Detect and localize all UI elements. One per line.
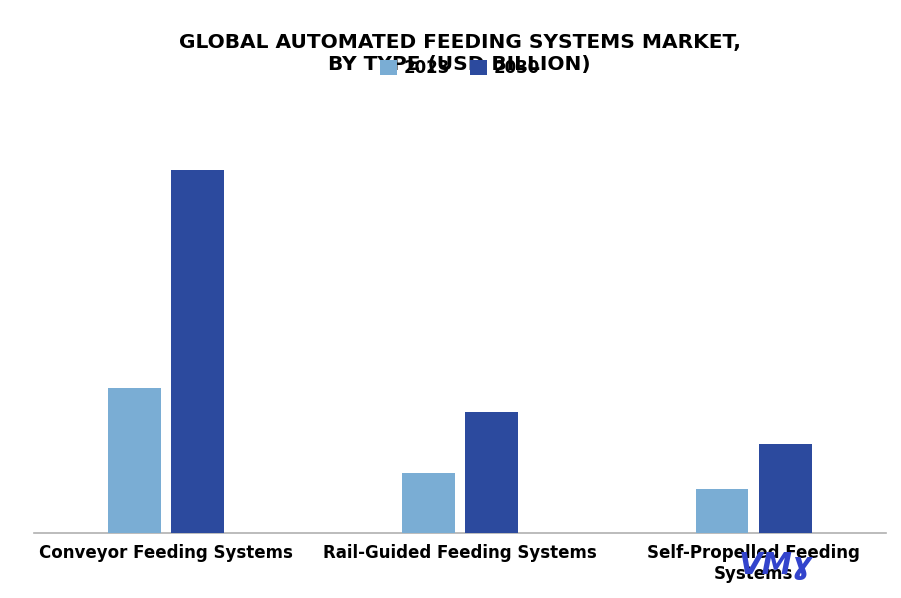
Text: VMɣ: VMɣ (739, 551, 815, 580)
Bar (696, 489, 749, 533)
Legend: 2023, 2030: 2023, 2030 (375, 54, 544, 82)
Title: GLOBAL AUTOMATED FEEDING SYSTEMS MARKET,
BY TYPE (USD BILLION): GLOBAL AUTOMATED FEEDING SYSTEMS MARKET,… (179, 33, 741, 74)
Bar (402, 472, 454, 533)
Bar (171, 170, 224, 533)
Bar (759, 444, 812, 533)
Bar (107, 388, 160, 533)
Bar (465, 412, 518, 533)
